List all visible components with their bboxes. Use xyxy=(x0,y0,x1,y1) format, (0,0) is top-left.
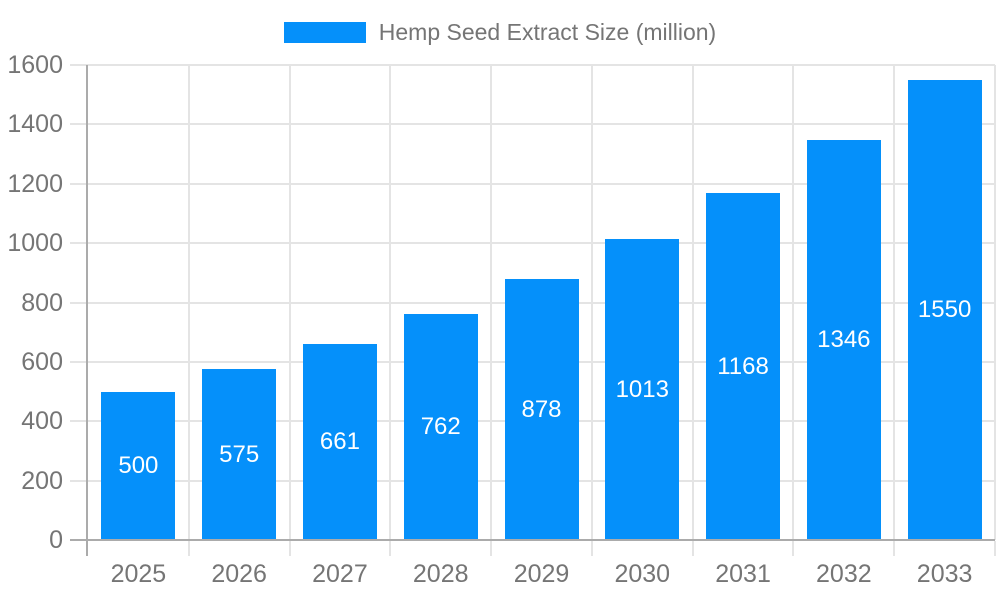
y-axis-tick xyxy=(70,64,88,66)
bar-2030[interactable]: 1013 xyxy=(605,239,680,540)
gridline-horizontal xyxy=(88,182,995,185)
y-axis-label: 1400 xyxy=(7,110,63,139)
legend[interactable]: Hemp Seed Extract Size (million) xyxy=(0,20,1000,44)
gridline-horizontal xyxy=(88,123,995,126)
x-axis-tick xyxy=(389,541,392,556)
bar-value-label: 661 xyxy=(319,427,360,455)
x-axis-tick xyxy=(792,541,795,556)
x-axis-label: 2030 xyxy=(614,560,671,588)
bar-2032[interactable]: 1346 xyxy=(806,140,881,540)
y-axis-label: 600 xyxy=(21,347,63,376)
y-axis-label: 0 xyxy=(49,526,63,554)
x-axis-tick xyxy=(691,541,694,556)
bar-2033[interactable]: 1550 xyxy=(907,79,982,540)
y-axis-tick xyxy=(70,301,88,304)
x-axis-label: 2028 xyxy=(412,560,469,588)
x-axis-line xyxy=(88,539,995,541)
x-axis-label: 2033 xyxy=(916,560,973,588)
gridline-vertical xyxy=(792,65,795,540)
x-axis-tick xyxy=(187,541,190,556)
gridline-vertical xyxy=(994,65,996,540)
y-axis-tick xyxy=(70,420,88,423)
bar-value-label: 575 xyxy=(219,440,260,468)
bar-value-label: 500 xyxy=(118,451,159,479)
gridline-vertical xyxy=(590,65,593,540)
gridline-vertical xyxy=(389,65,392,540)
x-axis-tick xyxy=(994,541,996,556)
x-axis-tick xyxy=(590,541,593,556)
y-axis-line xyxy=(86,65,88,556)
x-axis-tick xyxy=(490,541,493,556)
gridline-vertical xyxy=(893,65,896,540)
y-axis-tick xyxy=(70,182,88,185)
y-axis-tick xyxy=(70,242,88,245)
bar-2025[interactable]: 500 xyxy=(101,391,176,540)
bar-value-label: 1168 xyxy=(717,352,769,380)
y-axis-label: 400 xyxy=(21,407,63,436)
bar-2029[interactable]: 878 xyxy=(504,279,579,540)
bar-2031[interactable]: 1168 xyxy=(706,193,781,540)
y-axis-tick xyxy=(70,539,88,541)
x-axis-label: 2027 xyxy=(312,560,368,588)
x-axis-label: 2031 xyxy=(715,560,771,588)
x-axis-label: 2026 xyxy=(211,560,267,588)
gridline-vertical xyxy=(691,65,694,540)
bar-2028[interactable]: 762 xyxy=(403,313,478,540)
y-axis-label: 800 xyxy=(21,288,63,317)
y-axis-label: 1600 xyxy=(7,51,63,79)
bar-value-label: 762 xyxy=(420,412,461,440)
x-axis-label: 2032 xyxy=(816,560,872,588)
y-axis-tick xyxy=(70,360,88,363)
bar-value-label: 878 xyxy=(521,395,562,423)
gridline-horizontal xyxy=(88,242,995,245)
bar-value-label: 1550 xyxy=(917,295,972,323)
gridline-horizontal xyxy=(88,64,995,66)
bar-value-label: 1013 xyxy=(615,375,669,403)
gridline-vertical xyxy=(490,65,493,540)
x-axis-tick xyxy=(288,541,291,556)
gridline-vertical xyxy=(187,65,190,540)
y-axis-tick xyxy=(70,479,88,482)
y-axis-label: 200 xyxy=(21,466,63,495)
gridline-vertical xyxy=(288,65,291,540)
legend-label: Hemp Seed Extract Size (million) xyxy=(378,19,717,45)
bar-2027[interactable]: 661 xyxy=(302,343,377,540)
bar-2026[interactable]: 575 xyxy=(202,369,277,540)
legend-swatch-icon xyxy=(283,21,366,43)
y-axis-label: 1200 xyxy=(7,169,63,198)
y-axis-label: 1000 xyxy=(7,229,63,258)
x-axis-label: 2025 xyxy=(110,560,167,588)
x-axis-label: 2029 xyxy=(513,560,570,588)
bar-value-label: 1346 xyxy=(817,326,871,354)
plot-area: 500 575 661 762 878 1013 1168 1346 1550 xyxy=(88,64,996,540)
x-axis-tick xyxy=(893,541,896,556)
y-axis-tick xyxy=(70,123,88,126)
